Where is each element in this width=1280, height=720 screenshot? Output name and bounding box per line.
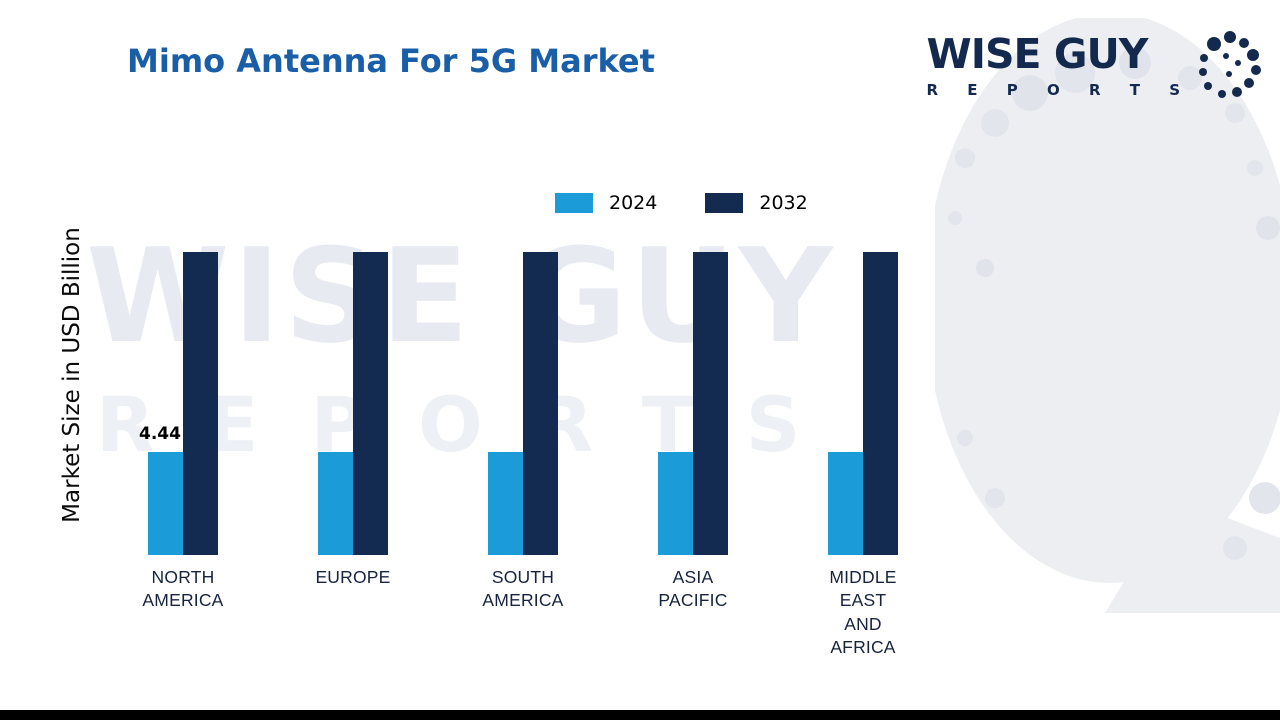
bar-south-america-2032	[523, 252, 558, 555]
logo-face-icon	[1199, 31, 1261, 98]
bar-south-america-2024	[488, 451, 523, 555]
logo-wordmark: WISE GUY	[926, 30, 1149, 78]
bar-group-middle-east-africa	[828, 252, 898, 555]
data-label-north-america-2024: 4.44	[139, 424, 181, 444]
bar-group-south-america	[488, 252, 558, 555]
legend-label-2032: 2032	[759, 192, 808, 214]
legend-swatch-2024	[555, 193, 593, 213]
bar-middle-east-africa-2024	[828, 451, 863, 555]
category-label-asia-pacific: ASIA PACIFIC	[658, 567, 728, 611]
bottom-border-bar	[0, 710, 1280, 720]
category-axis: NORTH AMERICA EUROPE SOUTH AMERICA ASIA …	[130, 566, 930, 676]
bar-middle-east-africa-2032	[863, 252, 898, 555]
bar-north-america-2024	[148, 451, 183, 555]
bar-europe-2024	[318, 451, 353, 555]
bar-group-asia-pacific	[658, 252, 728, 555]
background-face-graphic	[935, 18, 1280, 613]
y-axis-label: Market Size in USD Billion	[59, 227, 85, 523]
legend-label-2024: 2024	[609, 192, 658, 214]
bar-group-europe	[318, 252, 388, 555]
bar-europe-2032	[353, 252, 388, 555]
bar-asia-pacific-2032	[693, 252, 728, 555]
wise-guy-reports-logo: WISE GUY R E P O R T S	[926, 30, 1262, 102]
legend-item-2024: 2024	[555, 192, 657, 214]
legend-swatch-2032	[705, 193, 744, 213]
bar-asia-pacific-2024	[658, 451, 693, 555]
legend-item-2032: 2032	[705, 192, 808, 214]
category-label-europe: EUROPE	[315, 567, 391, 587]
logo-subtitle: R E P O R T S	[926, 81, 1192, 99]
bar-group-north-america: 4.44	[139, 252, 218, 555]
category-label-middle-east-africa: MIDDLE EAST AND AFRICA	[829, 567, 897, 657]
category-label-north-america: NORTH AMERICA	[142, 567, 224, 611]
page-title: Mimo Antenna For 5G Market	[127, 42, 655, 80]
category-label-south-america: SOUTH AMERICA	[482, 567, 564, 611]
plot-area: 4.44	[130, 252, 930, 555]
bar-north-america-2032	[183, 252, 218, 555]
legend: 2024 2032	[555, 192, 808, 214]
